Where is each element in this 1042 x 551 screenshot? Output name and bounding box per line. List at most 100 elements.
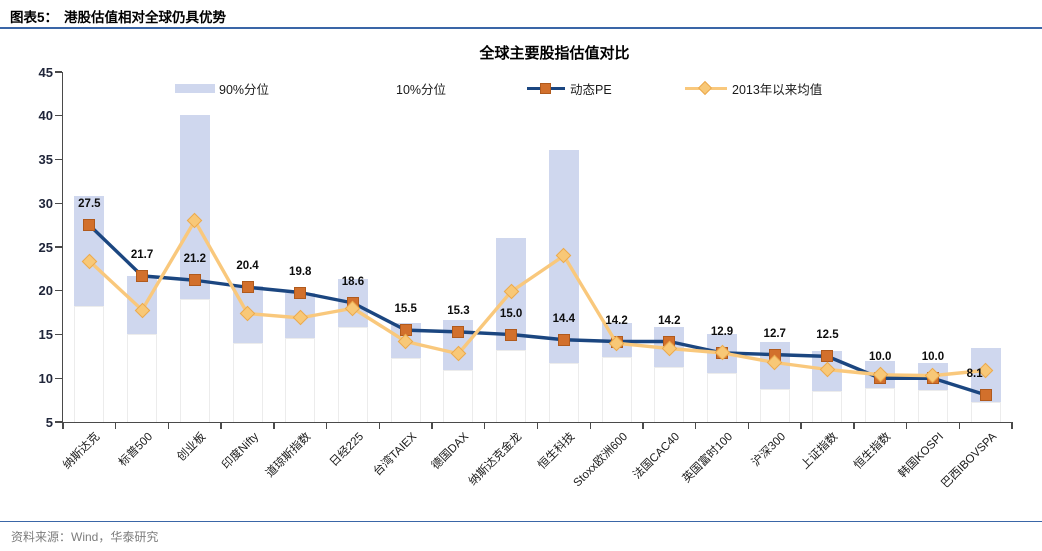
data-label: 14.2 [605,314,628,327]
x-axis-tick [115,423,117,430]
x-axis-tick [220,423,222,430]
x-axis-line [61,422,1013,424]
bar-10pct-segment [917,389,948,422]
data-label: 19.8 [289,265,312,278]
y-axis-tick [55,158,62,161]
data-label: 15.3 [447,304,470,317]
x-axis-tick [167,423,170,430]
legend-swatch-10pct [352,84,392,93]
data-label: 12.7 [763,327,786,340]
x-axis-tick [747,423,750,430]
legend-label-pe: 动态PE [570,83,612,97]
pe-marker [452,325,465,338]
x-axis-tick [853,423,855,430]
x-axis-tick [905,423,908,430]
bar-10pct-segment [74,305,105,422]
x-axis-tick [536,423,539,430]
bar-10pct-segment [970,401,1001,422]
data-label: 12.5 [816,329,839,342]
y-axis-label: 5 [45,414,53,430]
mean-line-layer [88,219,986,378]
x-axis-tick [642,423,644,430]
bar-10pct-segment [865,387,896,422]
bar-10pct-segment [127,333,158,422]
data-label: 10.0 [868,351,892,364]
legend-square-marker [540,82,551,94]
data-label: 15.0 [499,307,523,320]
legend-line-pe [527,82,565,94]
bar-90pct-segment [179,114,210,299]
data-label: 14.2 [658,314,681,327]
y-axis-line [61,72,63,423]
bar-10pct-segment [654,366,685,422]
x-axis-tick [589,423,591,430]
legend-label-mean: 2013年以来均值 [732,83,823,97]
x-axis-tick [484,423,486,430]
legend-label-90pct: 90%分位 [219,83,270,97]
y-axis-tick [55,290,62,292]
data-label: 21.2 [183,253,206,266]
y-axis-tick [55,202,62,204]
bar-10pct-segment [759,388,790,422]
bar-10pct-segment [285,338,316,422]
data-label: 18.6 [341,276,365,288]
x-axis-tick [378,423,381,430]
legend-line-mean [685,81,727,96]
legend-item-10pct: 10%分位 [352,80,446,97]
pe-marker [294,286,307,299]
bar-10pct-segment [812,390,843,422]
bar-10pct-segment [337,326,368,422]
data-label: 14.4 [552,312,576,325]
y-axis-label: 35 [38,152,53,167]
figure-header: 图表5： 港股估值相对全球仍具优势 [10,6,232,26]
figure-title: 港股估值相对全球仍具优势 [64,10,227,25]
y-axis-label: 10 [38,370,53,386]
legend-swatch-90pct [175,84,215,93]
bar-10pct-segment [179,298,210,422]
data-label: 21.7 [130,248,154,261]
source-text: 资料来源：Wind，华泰研究 [11,530,159,544]
pe-marker [188,274,201,287]
bar-90pct-segment [74,196,105,306]
x-axis-tick [62,423,64,430]
data-label: 8.1 [966,367,983,380]
y-axis-label: 40 [38,108,53,124]
y-axis-tick [55,377,62,379]
y-axis-tick [55,333,62,336]
y-axis-label: 30 [38,195,53,211]
bar-10pct-segment [707,373,738,422]
plot-area: 45 40 35 30 25 20 15 10 5 27.5 21.7 21.2 20.4 19.8 18.… [39,65,1013,491]
y-axis-label: 45 [38,64,53,80]
y-axis-tick [55,115,62,117]
pe-marker [505,328,518,341]
pe-marker [557,333,570,346]
chart-title: 全球主要股指估值对比 [479,45,630,62]
bar-10pct-segment [443,369,474,422]
y-axis-tick [55,71,62,73]
x-axis-tick [325,423,328,430]
y-axis-tick [55,246,62,248]
footer-rule [0,521,1042,523]
pe-marker [241,281,254,294]
y-axis-label: 20 [38,283,53,299]
x-axis-tick [958,423,960,430]
legend-item-mean: 2013年以来均值 [685,80,822,97]
data-label: 20.4 [236,260,259,273]
x-axis-tick [431,423,433,430]
header-rule [0,27,1042,29]
bar-10pct-segment [601,357,632,422]
bar-10pct-segment [496,350,527,422]
bar-10pct-segment [548,362,579,422]
legend-label-10pct: 10%分位 [396,83,447,97]
y-axis-label: 15 [38,327,53,342]
data-label: 12.9 [710,325,734,338]
data-label: 27.5 [78,198,101,211]
data-label: 10.0 [921,351,945,364]
x-axis-tick [800,423,802,430]
pe-line [88,223,987,397]
pe-line-layer [88,223,987,397]
pe-marker [136,269,149,282]
x-axis-tick [694,423,697,430]
x-axis-tick [273,423,275,430]
